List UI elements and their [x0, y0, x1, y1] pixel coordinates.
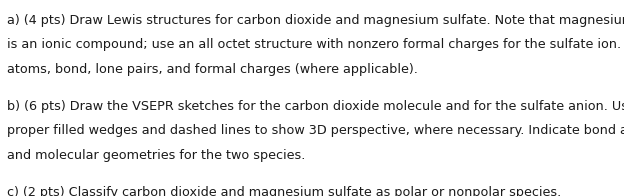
Text: and molecular geometries for the two species.: and molecular geometries for the two spe… [7, 149, 306, 162]
Text: c) (2 pts) Classify carbon dioxide and magnesium sulfate as polar or nonpolar sp: c) (2 pts) Classify carbon dioxide and m… [7, 186, 562, 196]
Text: b) (6 pts) Draw the VSEPR sketches for the carbon dioxide molecule and for the s: b) (6 pts) Draw the VSEPR sketches for t… [7, 100, 624, 113]
Text: a) (4 pts) Draw Lewis structures for carbon dioxide and magnesium sulfate. Note : a) (4 pts) Draw Lewis structures for car… [7, 14, 624, 27]
Text: atoms, bond, lone pairs, and formal charges (where applicable).: atoms, bond, lone pairs, and formal char… [7, 63, 418, 76]
Text: is an ionic compound; use an all octet structure with nonzero formal charges for: is an ionic compound; use an all octet s… [7, 38, 624, 51]
Text: proper filled wedges and dashed lines to show 3D perspective, where necessary. I: proper filled wedges and dashed lines to… [7, 124, 624, 137]
